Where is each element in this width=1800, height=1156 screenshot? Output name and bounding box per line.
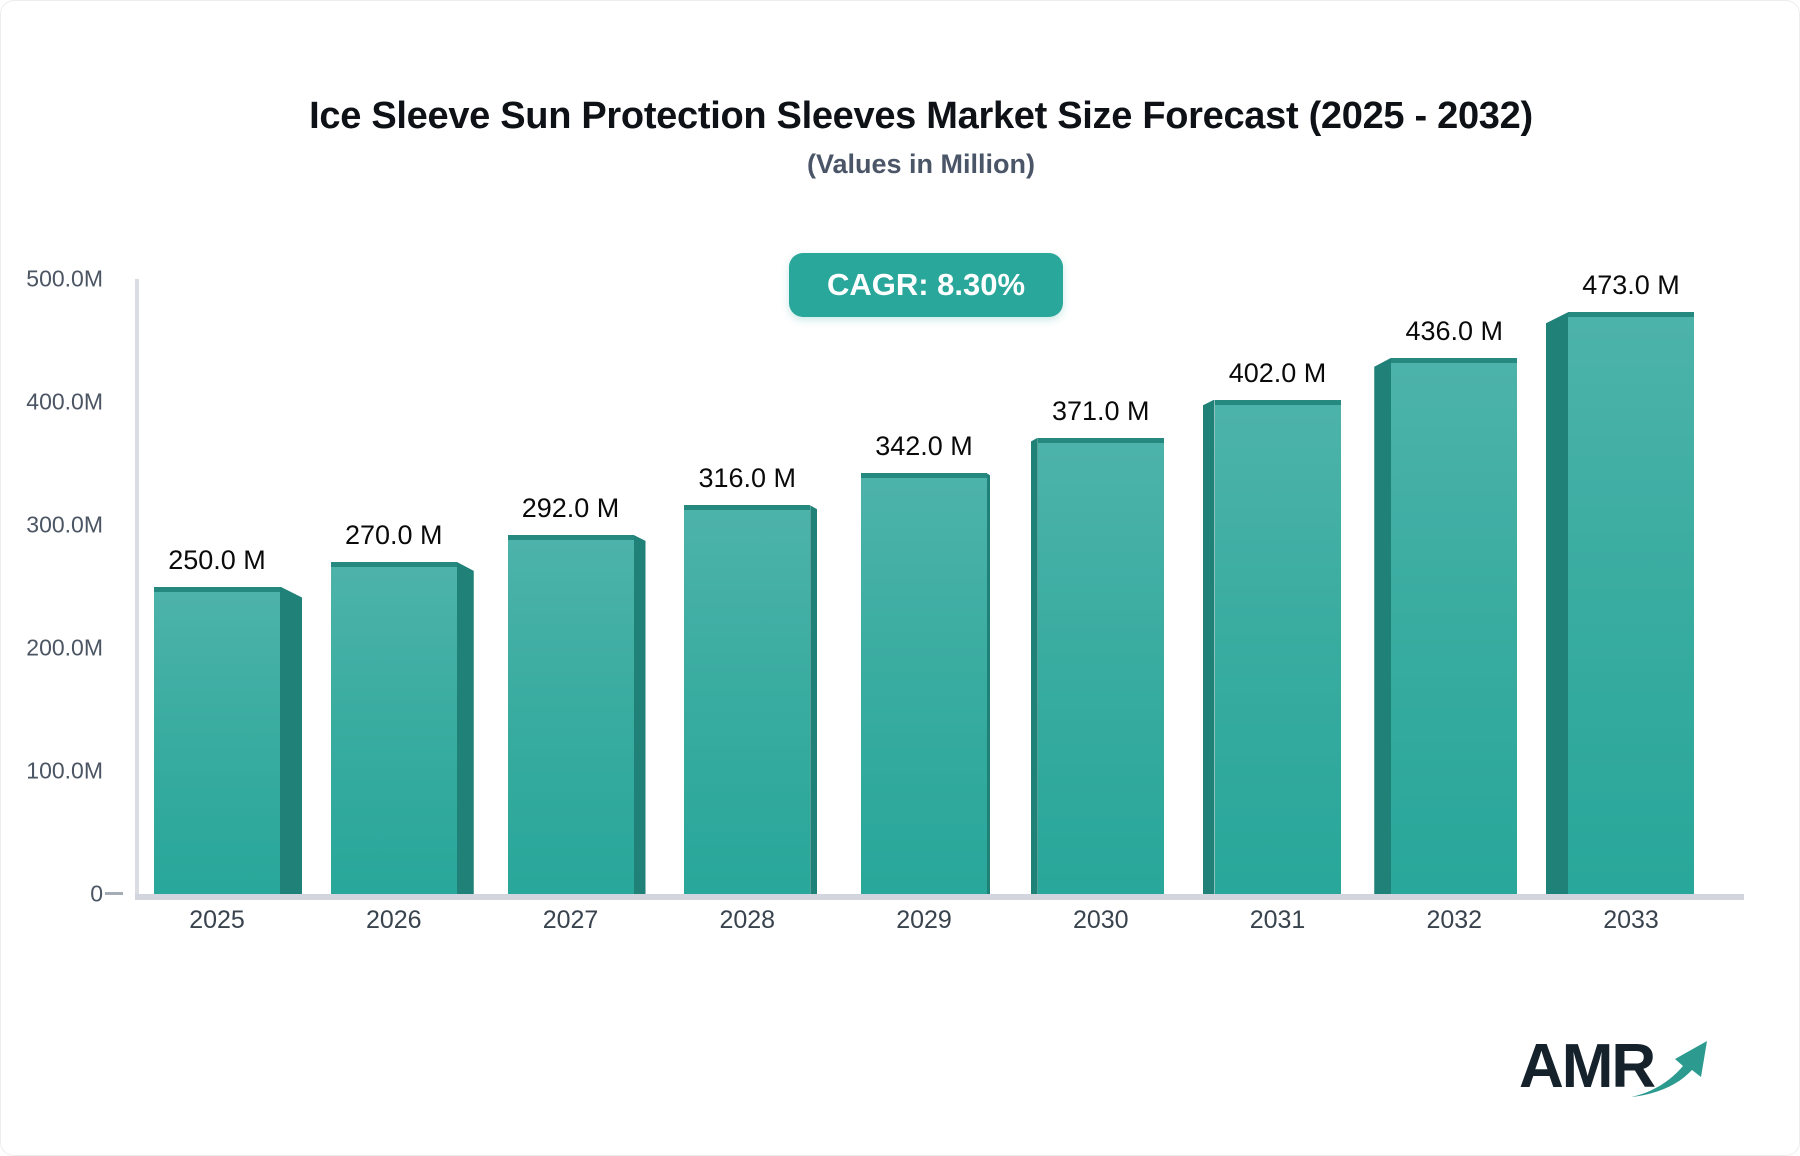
chart-title: Ice Sleeve Sun Protection Sleeves Market…: [309, 95, 1533, 137]
bar-side-face: [1546, 312, 1568, 894]
x-axis-tick-label: 2033: [1603, 906, 1659, 934]
bar-value-label: 316.0 M: [698, 463, 797, 494]
chart-subtitle: (Values in Million): [806, 149, 1036, 179]
bar-side-face: [987, 473, 990, 894]
y-axis-tick-label: 400.0M: [26, 388, 103, 415]
bar-side-face: [280, 586, 302, 894]
y-axis-tick-label: 200.0M: [26, 634, 103, 661]
bar-side-face: [1202, 399, 1215, 894]
bar-value-label: 402.0 M: [1228, 357, 1327, 388]
y-axis-tick-label: 500.0M: [26, 265, 103, 292]
bar-2032: [1391, 357, 1518, 894]
x-axis-tick-label: 2026: [365, 906, 422, 934]
bar-2029: [861, 473, 987, 894]
x-axis-tick-label: 2032: [1426, 906, 1483, 934]
amr-logo-text: AMR: [1519, 1032, 1655, 1101]
bar-2031: [1214, 399, 1341, 894]
bar-2030: [1037, 437, 1164, 894]
x-axis-tick-label: 2027: [542, 906, 599, 934]
bar-side-face: [1374, 357, 1392, 894]
bar-side-face: [633, 534, 646, 894]
x-axis-tick-label: 2028: [719, 906, 776, 934]
growth-arrow-icon: [1631, 1041, 1707, 1097]
bar-side-face: [810, 505, 818, 894]
bar-side-face: [1030, 437, 1038, 894]
y-axis-line: [135, 279, 139, 894]
bar-value-label: 436.0 M: [1405, 315, 1504, 346]
zero-tick-dash: [105, 892, 123, 895]
bar-2027: [507, 534, 634, 894]
amr-logo: AMR: [1519, 1032, 1707, 1101]
y-axis-tick-label: 100.0M: [26, 757, 103, 784]
x-axis-tick-label: 2031: [1249, 906, 1306, 934]
x-axis-tick-label: 2025: [189, 906, 245, 934]
y-axis-tick-label: 0: [90, 880, 103, 907]
bar-value-label: 292.0 M: [521, 492, 620, 523]
cagr-badge: CAGR: 8.30%: [789, 253, 1063, 317]
bar-value-label: 270.0 M: [344, 519, 443, 550]
x-axis-tick-label: 2029: [896, 906, 952, 934]
bar-value-label: 371.0 M: [1051, 395, 1150, 426]
bar-2028: [684, 505, 811, 894]
bar-value-label: 250.0 M: [168, 544, 266, 575]
bar-2033: [1568, 312, 1694, 894]
x-axis-line: [135, 894, 1744, 900]
bar-value-label: 342.0 M: [875, 431, 973, 462]
bar-2026: [330, 561, 457, 894]
bar-2025: [154, 586, 280, 894]
y-axis-tick-label: 300.0M: [26, 511, 103, 538]
x-axis-tick-label: 2030: [1072, 906, 1129, 934]
bar-value-label: 473.0 M: [1582, 270, 1680, 301]
bar-side-face: [456, 561, 474, 894]
